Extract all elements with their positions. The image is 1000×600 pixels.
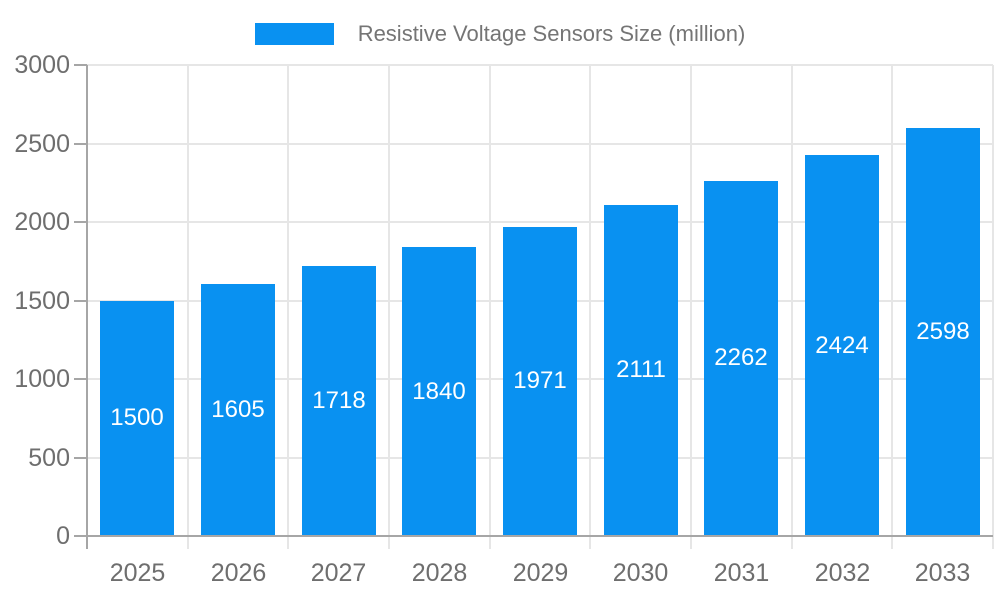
bar: [805, 155, 879, 536]
bar: [704, 181, 778, 536]
bar-value-label: 2424: [815, 332, 869, 359]
v-gridline: [791, 65, 793, 536]
h-gridline: [87, 221, 993, 223]
bar: [604, 205, 678, 536]
x-axis-tick: [891, 536, 893, 549]
x-axis-tick: [187, 536, 189, 549]
x-axis-tick: [287, 536, 289, 549]
legend-swatch-icon: [254, 23, 334, 45]
bar-value-label: 1840: [412, 378, 466, 405]
y-axis-tick: [74, 378, 87, 380]
v-gridline: [891, 65, 893, 536]
y-axis-tick: [74, 221, 87, 223]
bar: [906, 128, 980, 536]
v-gridline: [489, 65, 491, 536]
y-axis-tick-label: 0: [56, 522, 70, 550]
y-axis-tick-label: 2500: [14, 130, 70, 158]
y-axis-tick-label: 3000: [14, 51, 70, 79]
y-axis-tick: [74, 64, 87, 66]
x-axis-tick-label: 2026: [210, 559, 267, 587]
bar-value-label: 2598: [916, 318, 970, 345]
x-axis-tick: [791, 536, 793, 549]
v-gridline: [287, 65, 289, 536]
v-gridline: [589, 65, 591, 536]
x-axis-tick-label: 2033: [914, 559, 971, 587]
v-gridline: [690, 65, 692, 536]
v-gridline: [388, 65, 390, 536]
h-gridline: [87, 143, 993, 145]
x-axis-tick-label: 2032: [814, 559, 871, 587]
bar: [402, 247, 476, 536]
x-axis-tick: [690, 536, 692, 549]
legend-label: Resistive Voltage Sensors Size (million): [357, 21, 746, 46]
bar: [302, 266, 376, 536]
bar-value-label: 2262: [714, 344, 768, 371]
chart-legend: Resistive Voltage Sensors Size (million): [0, 21, 1000, 47]
y-axis-tick-label: 500: [28, 444, 70, 472]
y-axis-line: [86, 65, 88, 549]
v-gridline: [187, 65, 189, 536]
x-axis-tick-label: 2025: [109, 559, 166, 587]
y-axis-tick: [74, 457, 87, 459]
x-axis-tick: [388, 536, 390, 549]
x-axis-tick: [589, 536, 591, 549]
bar-value-label: 1500: [110, 404, 164, 431]
h-gridline: [87, 64, 993, 66]
x-axis-tick: [489, 536, 491, 549]
bar: [100, 301, 174, 537]
y-axis-tick-label: 2000: [14, 208, 70, 236]
x-axis-tick-label: 2027: [310, 559, 367, 587]
bar: [503, 227, 577, 536]
y-axis-tick: [74, 300, 87, 302]
y-axis-tick-label: 1500: [14, 287, 70, 315]
y-axis-tick: [74, 143, 87, 145]
bar: [201, 284, 275, 536]
bar-value-label: 1718: [312, 387, 366, 414]
x-axis-tick: [992, 536, 994, 549]
bar-value-label: 2111: [616, 356, 666, 383]
y-axis-tick-label: 1000: [14, 365, 70, 393]
bar-value-label: 1605: [211, 396, 265, 423]
x-axis-tick-label: 2028: [411, 559, 468, 587]
x-axis-tick-label: 2031: [713, 559, 770, 587]
v-gridline: [992, 65, 994, 536]
x-axis-tick-label: 2029: [512, 559, 569, 587]
x-axis-line: [87, 535, 993, 537]
y-axis-tick: [74, 535, 87, 537]
bar-value-label: 1971: [513, 367, 567, 394]
x-axis-tick-label: 2030: [612, 559, 669, 587]
